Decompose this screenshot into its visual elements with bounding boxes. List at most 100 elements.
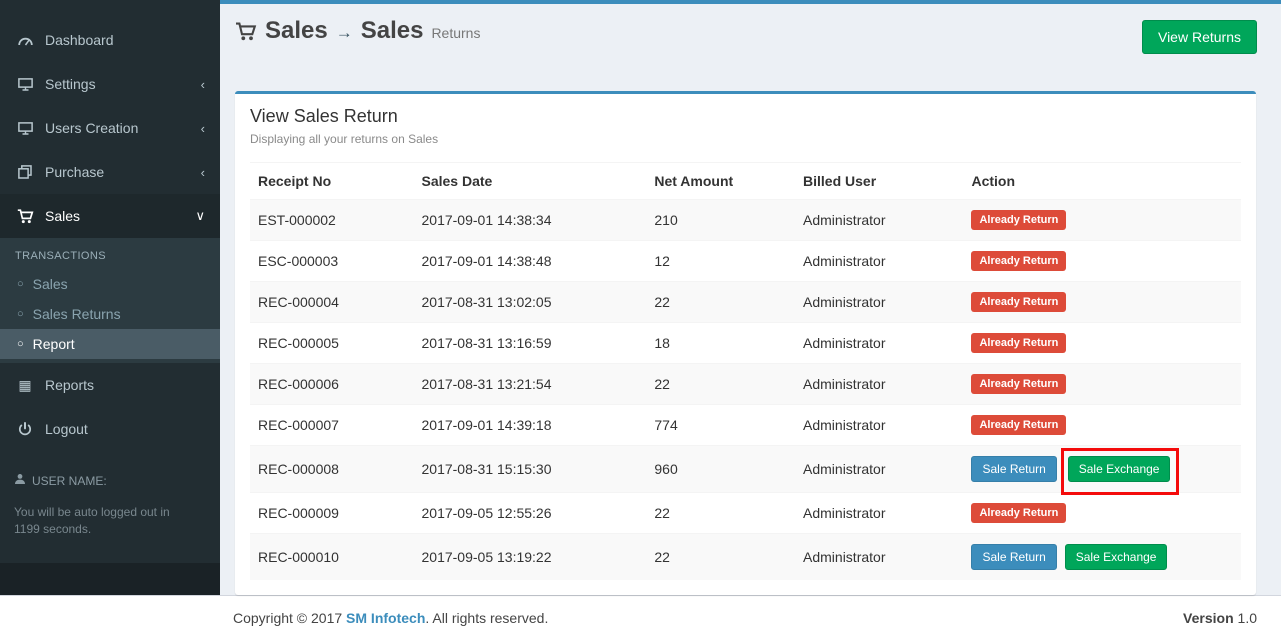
- sales-submenu: TRANSACTIONS ○ Sales ○ Sales Returns ○ R…: [0, 238, 220, 363]
- sale-return-button[interactable]: Sale Return: [971, 544, 1057, 570]
- sidebar-item-label: Sales: [45, 208, 81, 224]
- sidebar-item-users-creation[interactable]: Users Creation ‹: [0, 106, 220, 150]
- table-row: REC-000004 2017-08-31 13:02:05 22 Admini…: [250, 281, 1241, 323]
- copyright-text: Copyright © 2017 SM Infotech. All rights…: [233, 609, 549, 626]
- shopping-cart-icon: [15, 208, 35, 224]
- sale-exchange-button[interactable]: Sale Exchange: [1067, 456, 1171, 483]
- sale-exchange-button[interactable]: Sale Exchange: [1064, 544, 1168, 570]
- header-billed-user: Billed User: [795, 162, 964, 200]
- sidebar-item-purchase[interactable]: Purchase ‹: [0, 150, 220, 194]
- chevron-left-icon: ‹: [200, 76, 205, 92]
- cell-billed-user: Administrator: [795, 199, 964, 241]
- cell-receipt-no: REC-000008: [250, 445, 414, 493]
- cell-action: Already Return: [963, 404, 1241, 446]
- sidebar-item-reports[interactable]: ▦ Reports: [0, 363, 220, 407]
- submenu-item-sales[interactable]: ○ Sales: [0, 269, 220, 299]
- company-link[interactable]: SM Infotech: [346, 609, 426, 626]
- cell-billed-user: Administrator: [795, 240, 964, 282]
- already-return-badge: Already Return: [971, 333, 1067, 353]
- submenu-item-label: Sales: [32, 276, 68, 292]
- cell-billed-user: Administrator: [795, 281, 964, 323]
- cell-sales-date: 2017-09-01 14:39:18: [413, 404, 647, 446]
- table-row: EST-000002 2017-09-01 14:38:34 210 Admin…: [250, 199, 1241, 241]
- cell-billed-user: Administrator: [795, 404, 964, 446]
- submenu-item-report[interactable]: ○ Report: [0, 329, 220, 359]
- cell-action: Already Return: [963, 240, 1241, 282]
- circle-icon: ○: [17, 338, 24, 350]
- cell-receipt-no: REC-000006: [250, 363, 414, 405]
- cell-action: Already Return: [963, 363, 1241, 405]
- cell-billed-user: Administrator: [795, 533, 964, 580]
- sale-return-button[interactable]: Sale Return: [971, 456, 1057, 482]
- shopping-cart-icon: [235, 22, 257, 41]
- user-name-label: USER NAME:: [14, 473, 206, 488]
- top-accent-strip: [220, 0, 1281, 4]
- arrow-right-icon: →: [335, 23, 353, 42]
- sidebar-item-label: Settings: [45, 76, 96, 92]
- header-action: Action: [963, 162, 1241, 200]
- cell-sales-date: 2017-08-31 15:15:30: [413, 445, 647, 493]
- panel-header: View Sales Return Displaying all your re…: [235, 94, 1256, 152]
- table-row: REC-000009 2017-09-05 12:55:26 22 Admini…: [250, 492, 1241, 534]
- sidebar-item-label: Logout: [45, 421, 88, 437]
- main-content: Sales → Sales Returns View Returns View …: [220, 0, 1281, 595]
- view-returns-button[interactable]: View Returns: [1141, 20, 1257, 54]
- app-root: Dashboard Settings ‹ Users Creation ‹: [0, 0, 1281, 595]
- cell-action: Sale Return Sale Exchange: [963, 445, 1241, 496]
- page-footer: Copyright © 2017 SM Infotech. All rights…: [0, 595, 1281, 639]
- table-icon: ▦: [18, 376, 32, 393]
- sidebar-item-label: Users Creation: [45, 120, 139, 136]
- sidebar-item-settings[interactable]: Settings ‹: [0, 62, 220, 106]
- already-return-badge: Already Return: [971, 415, 1067, 435]
- table-head: Receipt No Sales Date Net Amount Billed …: [250, 162, 1241, 200]
- breadcrumb-section: Sales: [265, 17, 328, 44]
- monitor-icon: [15, 77, 35, 91]
- chevron-left-icon: ‹: [200, 120, 205, 136]
- sidebar-item-label: Dashboard: [45, 32, 114, 48]
- cell-action: Already Return: [963, 281, 1241, 323]
- sidebar-item-sales[interactable]: Sales ∨: [0, 194, 220, 238]
- panel-title: View Sales Return: [250, 106, 398, 126]
- table-row: ESC-000003 2017-09-01 14:38:48 12 Admini…: [250, 240, 1241, 282]
- circle-icon: ○: [17, 278, 24, 290]
- header-net-amount: Net Amount: [646, 162, 796, 200]
- table-body: EST-000002 2017-09-01 14:38:34 210 Admin…: [250, 199, 1241, 580]
- already-return-badge: Already Return: [971, 503, 1067, 523]
- cell-billed-user: Administrator: [795, 322, 964, 364]
- sidebar-item-dashboard[interactable]: Dashboard: [0, 18, 220, 62]
- transactions-section-header: TRANSACTIONS: [15, 250, 106, 262]
- auto-logout-notice: You will be auto logged out in 1199 seco…: [14, 505, 170, 537]
- cell-net-amount: 22: [646, 492, 796, 534]
- submenu-item-label: Sales Returns: [32, 306, 121, 322]
- cell-action: Already Return: [963, 322, 1241, 364]
- sidebar-item-label: Purchase: [45, 164, 105, 180]
- content-header: Sales → Sales Returns View Returns: [220, 4, 1281, 54]
- cell-net-amount: 22: [646, 363, 796, 405]
- cell-net-amount: 22: [646, 281, 796, 323]
- already-return-badge: Already Return: [971, 210, 1067, 230]
- table-row: REC-000010 2017-09-05 13:19:22 22 Admini…: [250, 533, 1241, 580]
- table-row: REC-000007 2017-09-01 14:39:18 774 Admin…: [250, 404, 1241, 446]
- already-return-badge: Already Return: [971, 251, 1067, 271]
- cell-billed-user: Administrator: [795, 445, 964, 493]
- table-row: REC-000005 2017-08-31 13:16:59 18 Admini…: [250, 322, 1241, 364]
- dashboard-icon: [15, 34, 35, 47]
- submenu-item-sales-returns[interactable]: ○ Sales Returns: [0, 299, 220, 329]
- breadcrumb-sub: Returns: [431, 25, 481, 41]
- cell-sales-date: 2017-09-05 12:55:26: [413, 492, 647, 534]
- cell-billed-user: Administrator: [795, 492, 964, 534]
- chevron-left-icon: ‹: [200, 164, 205, 180]
- sidebar-item-logout[interactable]: Logout: [0, 407, 220, 451]
- already-return-badge: Already Return: [971, 374, 1067, 394]
- version-text: Version 1.0: [1183, 609, 1257, 626]
- cell-receipt-no: REC-000010: [250, 533, 414, 580]
- sidebar-filler: [0, 562, 220, 595]
- monitor-icon: [15, 121, 35, 135]
- user-icon: [14, 473, 26, 488]
- cell-receipt-no: REC-000004: [250, 281, 414, 323]
- cell-net-amount: 210: [646, 199, 796, 241]
- cell-receipt-no: REC-000005: [250, 322, 414, 364]
- cell-receipt-no: EST-000002: [250, 199, 414, 241]
- cell-net-amount: 22: [646, 533, 796, 580]
- annotation-highlight-box: Sale Exchange: [1060, 448, 1180, 496]
